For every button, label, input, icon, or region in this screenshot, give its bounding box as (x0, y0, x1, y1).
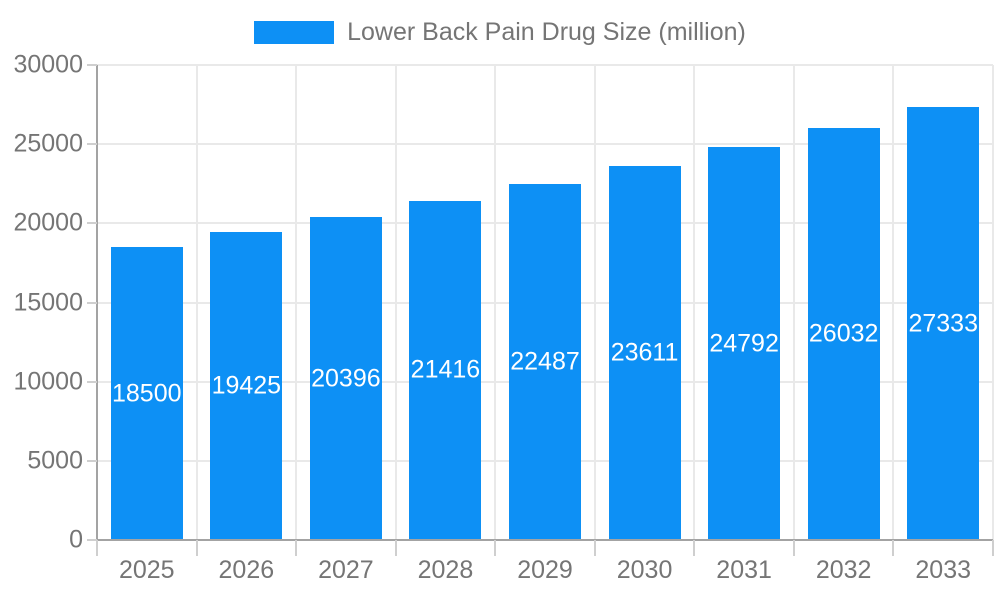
y-axis-tick-label: 10000 (13, 367, 83, 396)
x-axis-tick-label: 2029 (517, 556, 573, 584)
x-axis-tick (693, 540, 696, 556)
bar-value-label: 27333 (908, 309, 978, 338)
x-axis-tick-label: 2030 (616, 556, 673, 584)
x-axis-tick (992, 540, 994, 556)
x-axis-tick-label: 2032 (815, 556, 872, 584)
bar-value-label: 23611 (610, 338, 679, 367)
x-axis-line (87, 539, 993, 541)
bar-value-label: 18500 (112, 379, 182, 408)
bar-value-label: 26032 (808, 319, 879, 348)
legend-swatch (254, 21, 335, 44)
x-axis-tick (593, 540, 596, 556)
gridline-vertical (295, 65, 298, 540)
bar-value-label: 24792 (709, 329, 779, 358)
plot-area: 18500 19425 20396 21416 22487 23611 24792 26032… (97, 64, 994, 540)
bar-2032[interactable]: 26032 (807, 127, 880, 540)
legend-label: Lower Back Pain Drug Size (million) (347, 18, 746, 46)
x-axis-tick (96, 540, 98, 556)
x-axis-tick-label: 2027 (318, 556, 374, 584)
x-axis-tick-label: 2028 (417, 556, 474, 584)
legend-item[interactable]: Lower Back Pain Drug Size (million) (0, 18, 1000, 47)
gridline-vertical (195, 65, 198, 540)
bar-2029[interactable]: 22487 (509, 183, 581, 540)
y-axis-labels: 0 5000 10000 15000 20000 25000 30000 (0, 0, 83, 600)
y-axis-tick (87, 64, 97, 66)
bar-value-label: 21416 (410, 355, 481, 384)
bar-value-label: 19425 (211, 371, 282, 400)
x-axis-tick (892, 540, 895, 556)
y-axis-tick-label: 30000 (13, 50, 83, 79)
x-axis-tick-label: 2031 (716, 556, 772, 584)
bar-2031[interactable]: 24792 (708, 147, 781, 540)
y-axis-tick-label: 20000 (13, 208, 83, 237)
gridline-vertical (992, 65, 994, 540)
x-axis-tick (394, 540, 397, 556)
bar-2026[interactable]: 19425 (210, 232, 283, 540)
y-axis-tick (87, 539, 97, 541)
x-axis-tick-label: 2025 (118, 556, 175, 584)
x-axis-tick (494, 540, 497, 556)
y-axis-tick-label: 25000 (13, 129, 83, 158)
x-axis-tick-label: 2026 (218, 556, 275, 584)
gridline-vertical (494, 65, 497, 540)
bar-2028[interactable]: 21416 (409, 200, 482, 540)
bar-2027[interactable]: 20396 (309, 217, 382, 540)
gridline-horizontal (97, 143, 993, 146)
gridline-horizontal (97, 64, 993, 66)
bar-2033[interactable]: 27333 (907, 107, 980, 540)
gridline-vertical (693, 65, 696, 540)
y-axis-line (96, 65, 98, 540)
y-axis-tick (87, 301, 97, 304)
y-axis-tick (87, 222, 97, 225)
gridline-vertical (892, 65, 895, 540)
x-axis-tick (792, 540, 795, 556)
x-axis-tick (195, 540, 198, 556)
bar-2025[interactable]: 18500 (110, 247, 183, 540)
gridline-vertical (394, 65, 397, 540)
gridline-vertical (792, 65, 795, 540)
y-axis-tick (87, 380, 97, 383)
y-axis-tick-label: 15000 (13, 288, 83, 316)
x-axis-tick (295, 540, 298, 556)
bar-value-label: 20396 (311, 364, 381, 393)
y-axis-tick-label: 0 (69, 525, 83, 554)
gridline-vertical (593, 65, 596, 540)
x-axis-tick-label: 2033 (915, 556, 972, 584)
bar-value-label: 22487 (510, 347, 580, 376)
y-axis-tick-label: 5000 (27, 446, 83, 475)
bar-2030[interactable]: 23611 (608, 166, 681, 540)
y-axis-tick (87, 459, 97, 462)
y-axis-tick (87, 143, 97, 146)
